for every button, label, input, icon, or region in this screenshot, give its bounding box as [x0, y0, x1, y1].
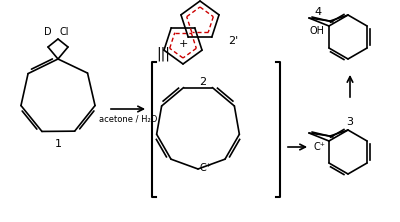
Text: +: +	[178, 39, 188, 49]
Text: C⁺: C⁺	[313, 142, 325, 152]
Text: OH: OH	[310, 26, 325, 36]
Text: acetone / H₂O: acetone / H₂O	[99, 114, 157, 123]
Text: 2': 2'	[228, 36, 238, 46]
Text: D: D	[44, 27, 52, 37]
Text: 2: 2	[200, 77, 206, 87]
Text: Cl: Cl	[60, 27, 70, 37]
Text: 3: 3	[346, 117, 354, 127]
Text: |||: |||	[156, 47, 170, 61]
Text: 4: 4	[314, 7, 322, 17]
Text: C⁺: C⁺	[200, 163, 212, 173]
Text: 1: 1	[54, 139, 62, 149]
